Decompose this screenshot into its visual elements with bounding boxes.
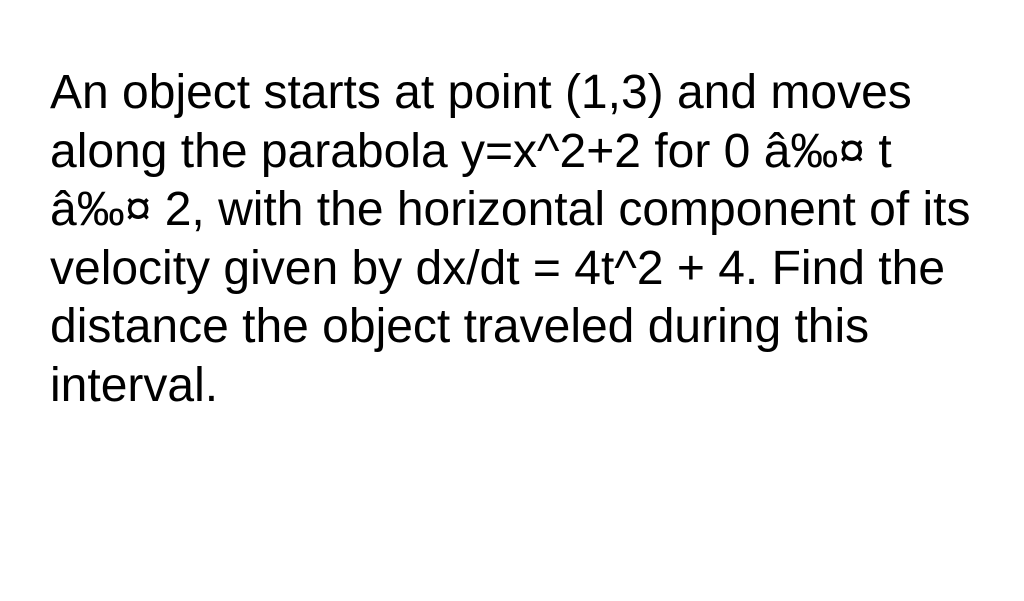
problem-text: An object starts at point (1,3) and move… bbox=[50, 64, 974, 415]
problem-container: An object starts at point (1,3) and move… bbox=[0, 0, 1024, 415]
